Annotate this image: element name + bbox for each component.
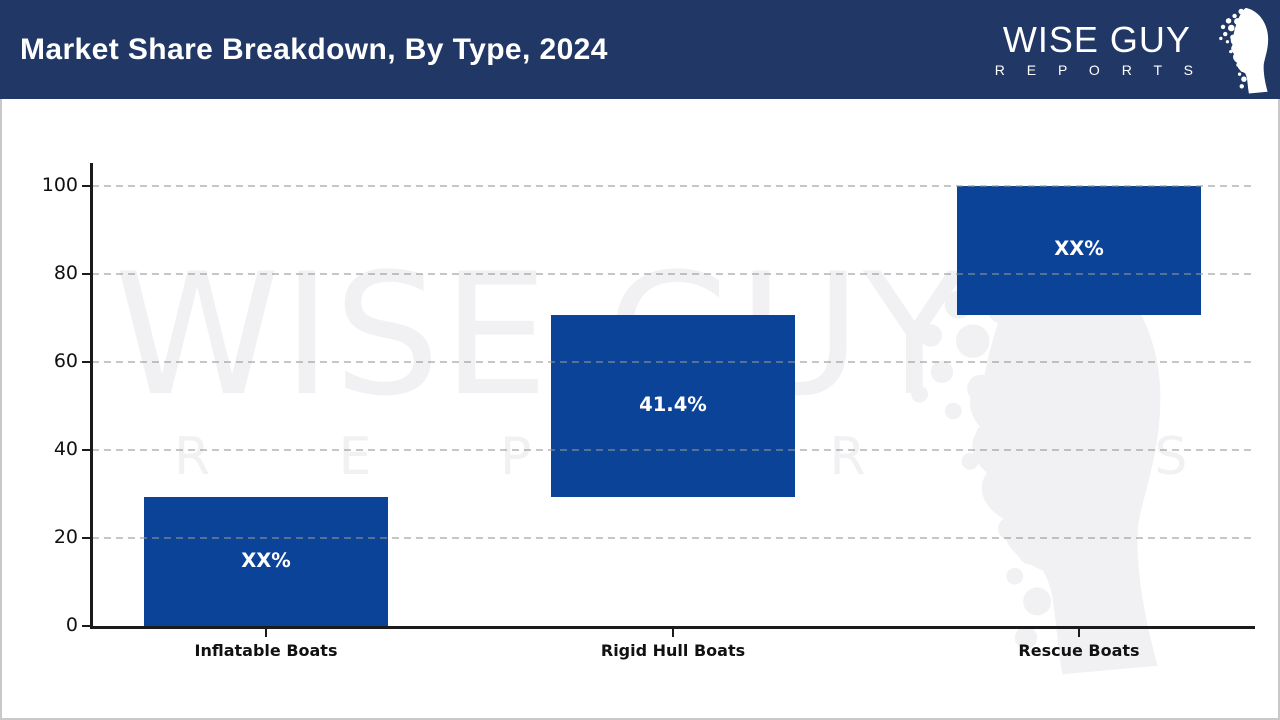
y-axis-tick-label: 80	[53, 262, 78, 284]
brand-face-icon	[1219, 7, 1269, 93]
y-axis-tick	[82, 273, 90, 275]
y-axis-tick-label: 40	[53, 438, 78, 460]
y-axis-tick	[82, 185, 90, 187]
x-axis-category-label: Inflatable Boats	[194, 641, 338, 660]
x-axis-tick	[672, 629, 674, 637]
gridline	[92, 361, 1255, 363]
y-axis-tick-label: 20	[53, 526, 78, 548]
brand-subtitle: R E P O R T S	[994, 61, 1202, 78]
y-axis-tick-label: 100	[41, 174, 78, 196]
y-axis-tick	[82, 361, 90, 363]
x-axis-line	[90, 626, 1255, 629]
bar-segment	[144, 497, 388, 626]
bar-segment	[957, 186, 1201, 315]
brand-name: WISE GUY	[1002, 18, 1191, 60]
x-axis-tick	[265, 629, 267, 637]
y-axis-tick-label: 60	[53, 350, 78, 372]
page-title: Market Share Breakdown, By Type, 2024	[20, 32, 608, 66]
x-axis-tick	[1078, 629, 1080, 637]
bar-segment	[551, 314, 795, 498]
bar-chart: 0 20 40 60 80 100 Inflatable Boats Rigid Hull B…	[2, 99, 1278, 718]
watermark-brand-name: WISE GUY	[114, 237, 968, 433]
chart-panel: WISE GUY R E P O R T S 0 20 40 60 80 100 Infla…	[0, 99, 1280, 720]
y-axis-line	[90, 163, 93, 629]
watermark: WISE GUY R E P O R T S	[2, 99, 1278, 718]
y-axis-tick	[82, 537, 90, 539]
y-axis-tick-label: 0	[65, 614, 78, 636]
y-axis-tick	[82, 625, 90, 627]
x-axis-category-label: Rigid Hull Boats	[600, 641, 746, 660]
y-axis-tick	[82, 449, 90, 451]
gridline	[92, 273, 1255, 275]
header-bar: Market Share Breakdown, By Type, 2024 WI…	[0, 0, 1280, 99]
bar-value-label: 41.4%	[639, 393, 707, 416]
gridline	[92, 449, 1255, 451]
brand-logo: WISE GUY R E P O R T S	[992, 6, 1272, 94]
x-axis-category-label: Rescue Boats	[1018, 641, 1140, 660]
gridline	[92, 185, 1255, 187]
bar-value-label: XX%	[1054, 237, 1104, 261]
brand-logo-text: WISE GUY R E P O R T S	[992, 18, 1202, 78]
bar-value-label: XX%	[241, 548, 291, 572]
gridline	[92, 537, 1255, 539]
